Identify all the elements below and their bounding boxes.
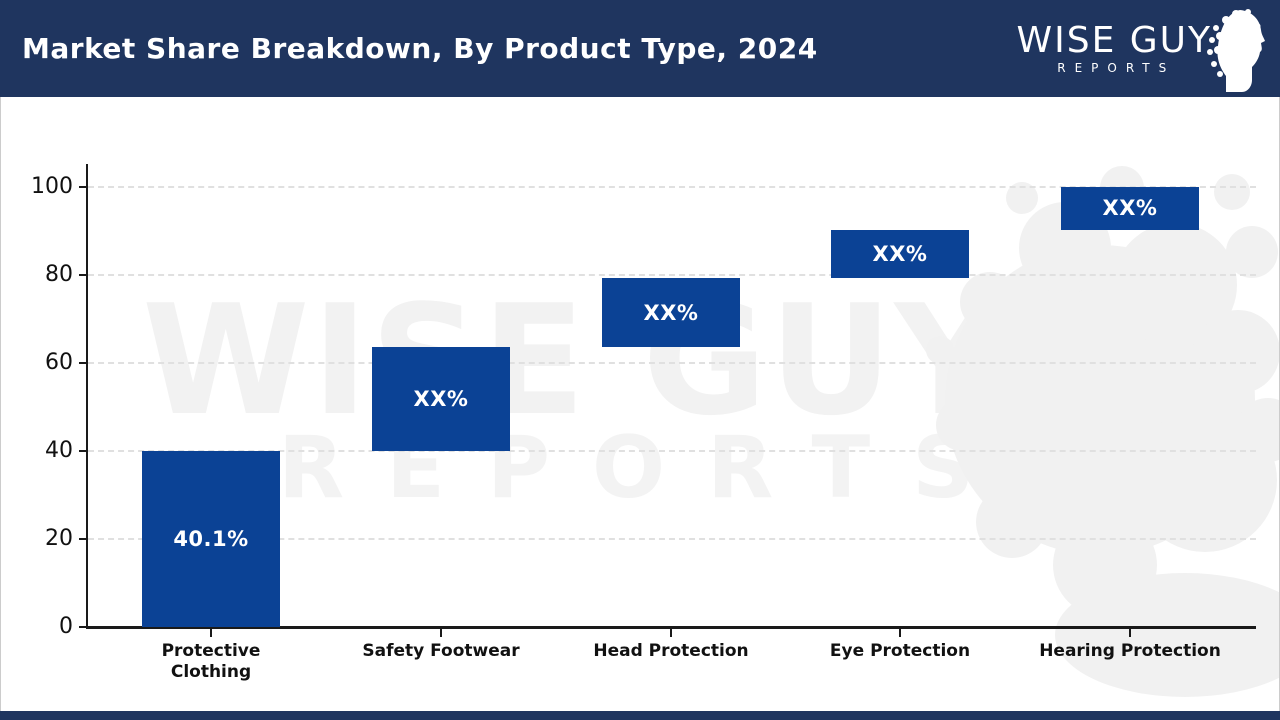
brand-logo: WISE GUY REPORTS xyxy=(1017,6,1271,92)
x-tick-1 xyxy=(210,629,212,637)
y-tick-label-40: 40 xyxy=(45,438,73,463)
footer-bar xyxy=(0,711,1280,720)
x-tick-3 xyxy=(670,629,672,637)
y-tick-label-20: 20 xyxy=(45,526,73,551)
x-category-label: Head Protection xyxy=(593,641,749,661)
x-category-label: Hearing Protection xyxy=(1039,641,1221,661)
brand-name: WISE GUY xyxy=(1016,19,1212,61)
y-tick-label-80: 80 xyxy=(45,262,73,287)
page-border-left xyxy=(0,97,1,711)
gridline-60 xyxy=(88,362,1256,364)
y-tick-40 xyxy=(79,450,88,452)
y-tick-label-100: 100 xyxy=(31,174,73,199)
brand-subname: REPORTS xyxy=(1057,60,1176,75)
x-axis-line xyxy=(86,626,1256,629)
bar-value-label: 40.1% xyxy=(173,526,249,551)
gridline-100 xyxy=(88,186,1256,188)
header-bar: Market Share Breakdown, By Product Type,… xyxy=(0,0,1280,97)
x-category-label: Protective Clothing xyxy=(161,641,261,682)
y-tick-100 xyxy=(79,186,88,188)
gridline-40 xyxy=(88,450,1256,452)
gridline-20 xyxy=(88,538,1256,540)
x-category-label: Eye Protection xyxy=(829,641,971,661)
y-tick-label-60: 60 xyxy=(45,350,73,375)
y-tick-0 xyxy=(79,626,88,628)
y-tick-80 xyxy=(79,274,88,276)
bar-protective-clothing: 40.1% xyxy=(142,450,280,627)
x-category-label: Safety Footwear xyxy=(362,641,520,661)
bar-value-label: XX% xyxy=(1102,196,1158,221)
y-tick-60 xyxy=(79,362,88,364)
brand-head-icon xyxy=(1207,8,1265,92)
bar-hearing-protection: XX% xyxy=(1061,187,1199,230)
y-tick-label-0: 0 xyxy=(59,614,73,639)
y-axis-line xyxy=(86,164,88,629)
y-tick-20 xyxy=(79,538,88,540)
bar-eye-protection: XX% xyxy=(831,229,969,279)
bar-head-protection: XX% xyxy=(602,278,740,348)
page-title: Market Share Breakdown, By Product Type,… xyxy=(22,32,818,65)
x-tick-5 xyxy=(1129,629,1131,637)
gridline-80 xyxy=(88,274,1256,276)
bar-value-label: XX% xyxy=(413,386,469,411)
x-tick-4 xyxy=(899,629,901,637)
brand-logo-text: WISE GUY REPORTS xyxy=(1016,19,1213,75)
watermark-text-wiseguy: WISE GUY xyxy=(142,272,1007,449)
x-tick-2 xyxy=(440,629,442,637)
bar-safety-footwear: XX% xyxy=(372,347,510,451)
bar-value-label: XX% xyxy=(872,241,928,266)
bar-value-label: XX% xyxy=(643,300,699,325)
